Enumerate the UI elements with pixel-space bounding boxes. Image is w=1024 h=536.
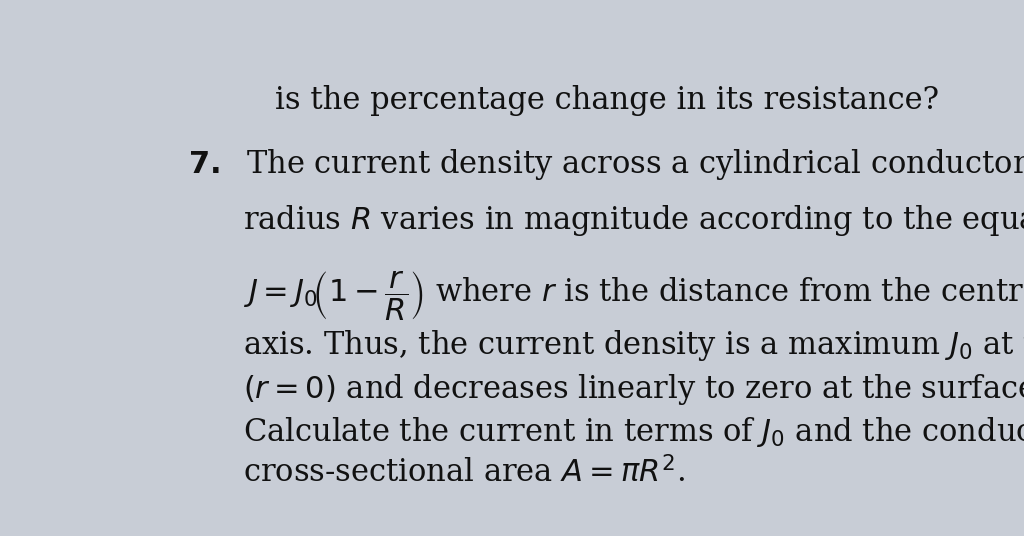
Text: $(r=0)$ and decreases linearly to zero at the surface $(r=R)$.: $(r=0)$ and decreases linearly to zero a… xyxy=(243,372,1024,407)
Text: Calculate the current in terms of $J_0$ and the conductor\u2019s: Calculate the current in terms of $J_0$ … xyxy=(243,415,1024,449)
Text: is the percentage change in its resistance?: is the percentage change in its resistan… xyxy=(274,85,939,116)
Text: $\bf{7.}$  The current density across a cylindrical conductor of: $\bf{7.}$ The current density across a c… xyxy=(187,147,1024,182)
Text: $J = J_0\!\left(1 - \dfrac{r}{R}\right)$ where $r$ is the distance from the cent: $J = J_0\!\left(1 - \dfrac{r}{R}\right)$… xyxy=(243,269,1024,322)
Text: axis. Thus, the current density is a maximum $J_0$ at that axis: axis. Thus, the current density is a max… xyxy=(243,329,1024,363)
Text: radius $R$ varies in magnitude according to the equation: radius $R$ varies in magnitude according… xyxy=(243,203,1024,237)
Text: cross-sectional area $A = \pi R^2$.: cross-sectional area $A = \pi R^2$. xyxy=(243,457,685,489)
